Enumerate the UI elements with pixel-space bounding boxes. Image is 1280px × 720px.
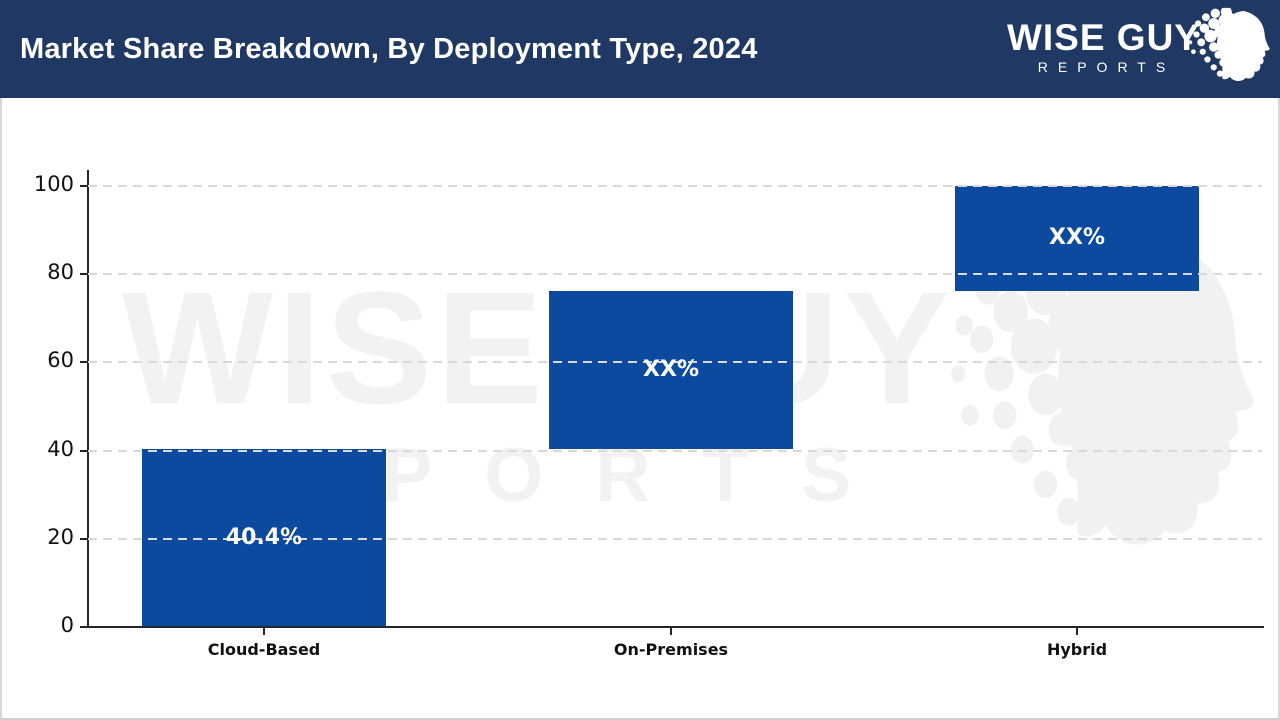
x-tick-mark — [1076, 627, 1078, 635]
x-category-label: On-Premises — [613, 640, 729, 659]
y-tick-mark — [80, 273, 88, 276]
y-tick-label: 60 — [47, 348, 74, 373]
gridline-60 — [88, 361, 1262, 364]
x-axis-line — [87, 626, 1264, 628]
header: Market Share Breakdown, By Deployment Ty… — [0, 0, 1280, 98]
y-tick-label: 0 — [60, 613, 74, 637]
x-category-label: Hybrid — [1046, 640, 1108, 659]
y-tick-mark — [80, 537, 88, 540]
y-tick-label: 20 — [47, 524, 74, 549]
brand-name: WISE GUY — [1006, 16, 1200, 58]
y-tick-mark — [80, 449, 88, 452]
bar-value-label: 40.4% — [225, 524, 303, 550]
y-tick-mark — [80, 361, 88, 364]
brand-subtitle: REPORTS — [1037, 59, 1176, 76]
gridline-20 — [88, 537, 1262, 540]
y-axis-line — [87, 170, 89, 628]
gridline-100 — [88, 185, 1262, 187]
brand-logo: WISE GUY REPORTS — [1007, 7, 1274, 87]
bar-value-label: XX% — [643, 356, 699, 382]
x-tick-mark — [263, 627, 265, 635]
y-tick-mark — [80, 185, 88, 187]
y-tick-label: 80 — [47, 260, 74, 285]
brand-wordmark: WISE GUY REPORTS — [1006, 16, 1200, 76]
x-category-label: Cloud-Based — [207, 640, 321, 659]
gridline-40 — [88, 449, 1262, 452]
y-tick-mark — [80, 626, 88, 628]
bar-value-label: XX% — [1049, 225, 1105, 251]
x-tick-mark — [670, 627, 672, 635]
y-tick-label: 40 — [47, 436, 74, 461]
bar-on-premises — [549, 290, 793, 449]
gridline-80 — [88, 273, 1262, 276]
chart-title: Market Share Breakdown, By Deployment Ty… — [20, 33, 758, 65]
y-tick-label: 100 — [33, 172, 74, 196]
